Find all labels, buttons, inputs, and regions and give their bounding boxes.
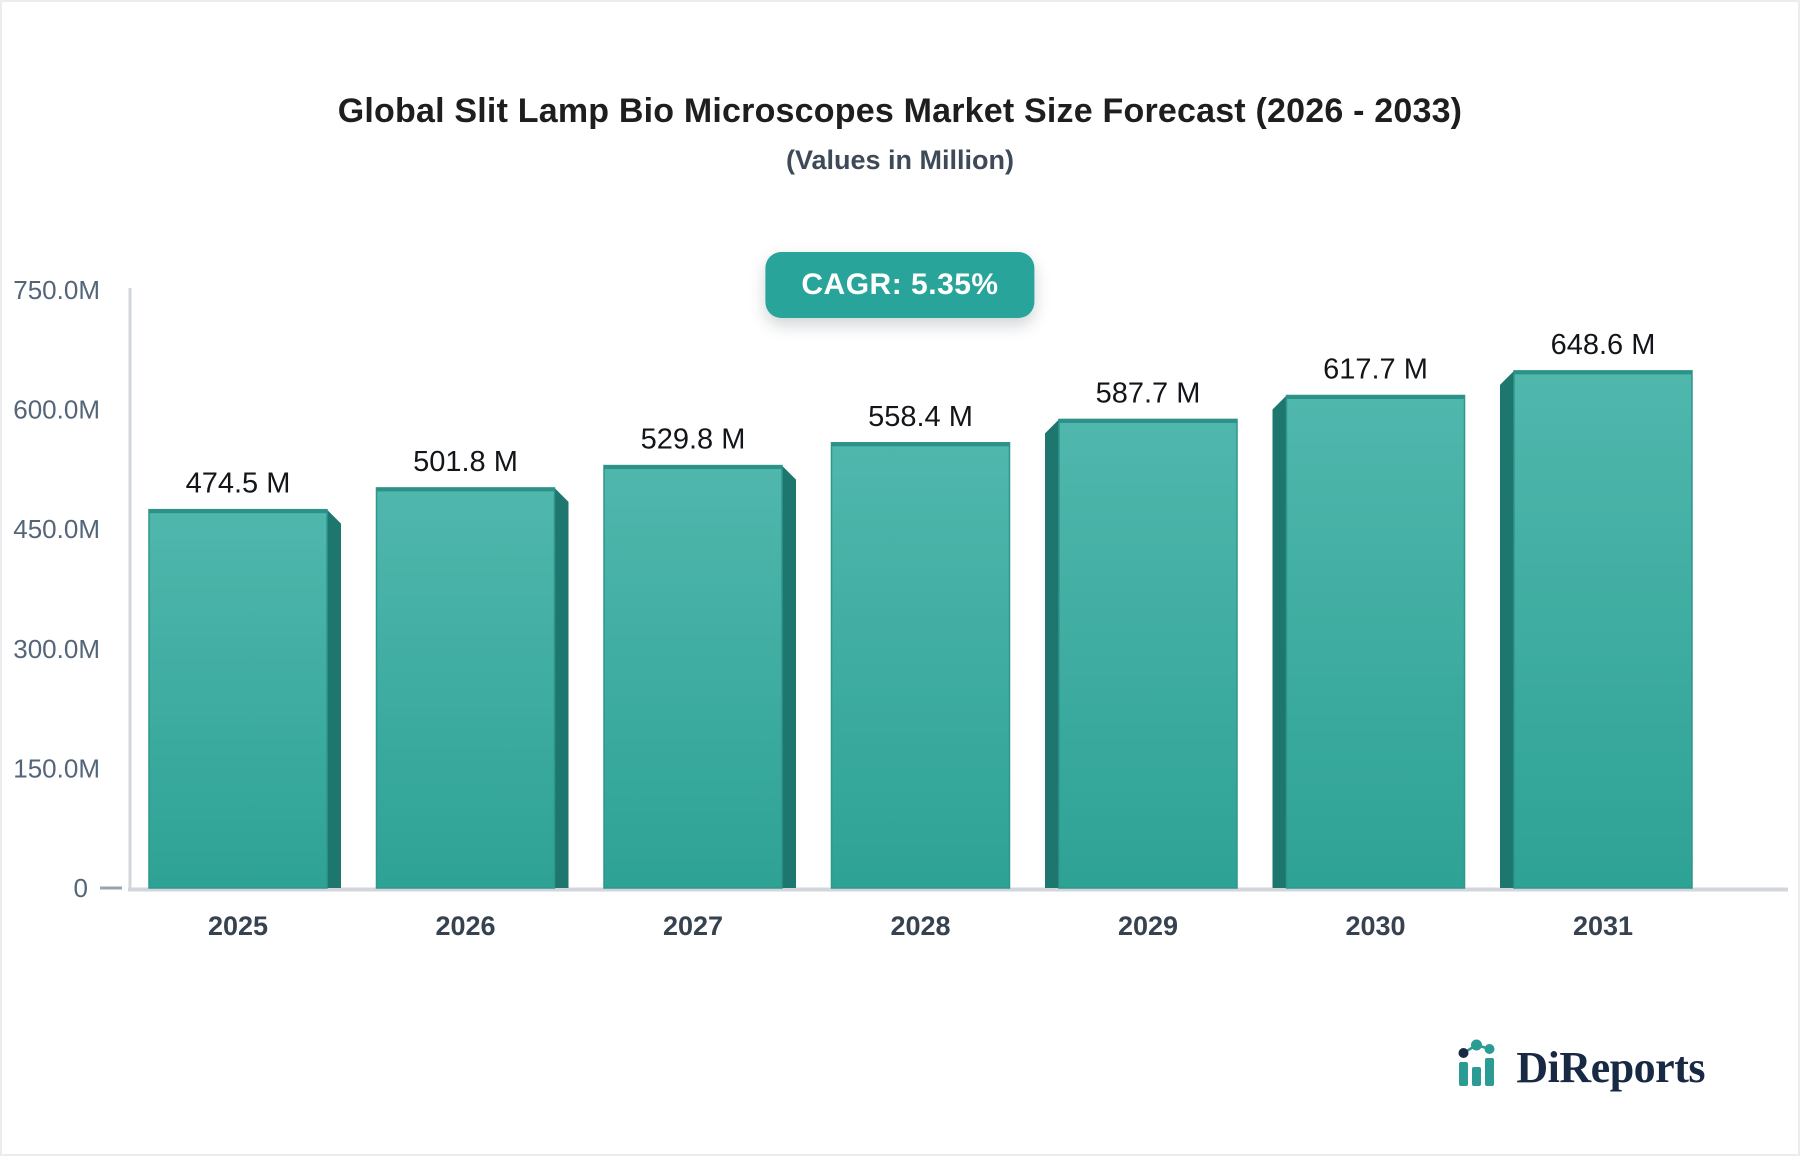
bar-value-label: 529.8 M: [641, 424, 746, 456]
y-axis-tick-label: 750.0M: [13, 275, 100, 305]
x-axis-category-label: 2027: [663, 911, 723, 941]
bar-face: [603, 464, 783, 889]
chart-subtitle: (Values in Million): [785, 145, 1015, 175]
bar-side-panel: [782, 465, 796, 888]
brand-logo[interactable]: DiReports: [1455, 1036, 1705, 1090]
bar-top-edge: [1286, 395, 1465, 399]
x-axis-category-label: 2031: [1573, 911, 1633, 941]
y-axis-tick-label: 450.0M: [13, 514, 100, 544]
mini-bar-line-chart-icon: [1458, 1039, 1495, 1086]
bar-2029[interactable]: 587.7 M: [1045, 377, 1238, 889]
cagr-badge: CAGR: 5.35%: [765, 252, 1035, 318]
bar-top-edge: [604, 465, 782, 470]
bar-side-panel: [327, 509, 341, 888]
y-axis-tick-label: 150.0M: [13, 753, 100, 783]
bar-2031[interactable]: 648.6 M: [1500, 329, 1693, 889]
bar-side-panel: [1500, 370, 1514, 888]
x-axis-category-label: 2028: [890, 911, 950, 941]
bar-2026[interactable]: 501.8 M: [375, 446, 569, 889]
bar-side-panel: [1272, 395, 1287, 888]
x-axis-category-label: 2026: [435, 911, 495, 941]
x-axis-category-label: 2025: [208, 911, 268, 941]
bar-2025[interactable]: 474.5 M: [148, 468, 341, 889]
y-axis-tick-label: 600.0M: [13, 395, 100, 425]
y-axis-tick-label: 0: [74, 873, 88, 903]
bar-top-edge: [1514, 370, 1692, 375]
chart-title: Global Slit Lamp Bio Microscopes Market …: [337, 92, 1463, 130]
bar-value-label: 474.5 M: [186, 468, 291, 500]
bar-face: [1513, 370, 1693, 889]
bar-2030[interactable]: 617.7 M: [1272, 353, 1466, 889]
bar-side-panel: [554, 487, 569, 888]
bar-top-edge: [831, 442, 1010, 447]
x-axis-category-label: 2029: [1118, 911, 1178, 941]
bar-top-edge: [1059, 419, 1237, 423]
chart-header: Global Slit Lamp Bio Microscopes Market …: [0, 92, 1800, 176]
bar-face: [830, 442, 1011, 889]
bar-face: [1285, 394, 1466, 889]
y-axis-tick-label: 300.0M: [13, 634, 100, 664]
bar-value-label: 617.7 M: [1323, 353, 1428, 385]
bar-face: [375, 487, 556, 889]
bar-value-label: 501.8 M: [413, 446, 518, 478]
bar-value-label: 648.6 M: [1551, 329, 1656, 361]
bar-value-label: 558.4 M: [868, 401, 973, 433]
bar-face: [148, 508, 328, 889]
bar-2028[interactable]: 558.4 M: [830, 401, 1011, 889]
bar-top-edge: [376, 487, 555, 492]
bar-2027[interactable]: 529.8 M: [603, 424, 796, 889]
bar-top-edge: [149, 509, 327, 514]
bar-side-panel: [1045, 419, 1059, 888]
bar-face: [1058, 418, 1238, 889]
bar-value-label: 587.7 M: [1096, 377, 1201, 409]
brand-logo-text: DiReports: [1516, 1043, 1705, 1092]
x-axis-category-label: 2030: [1345, 911, 1405, 941]
